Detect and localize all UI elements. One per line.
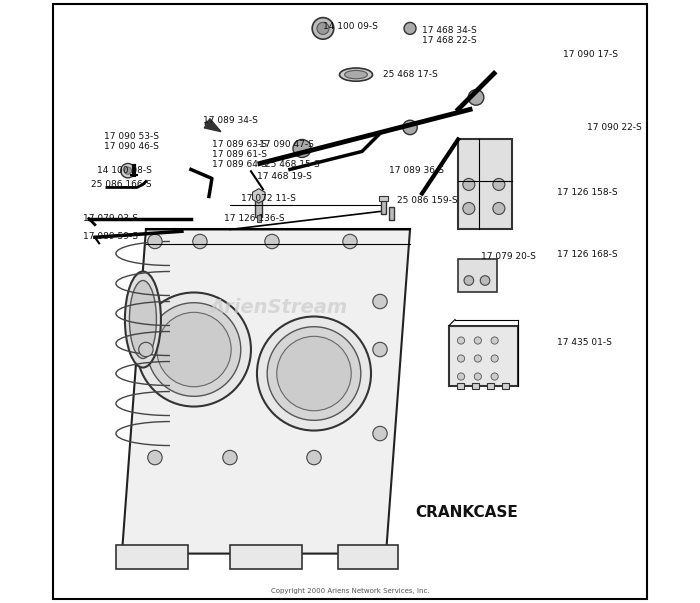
Text: 17 089 61-S: 17 089 61-S [212,150,267,159]
FancyArrow shape [204,119,221,131]
Text: 17 089 63-S: 17 089 63-S [212,140,267,149]
Bar [382,200,386,215]
Text: 25 468 15-S: 25 468 15-S [265,160,319,169]
Bar [379,196,388,201]
Circle shape [493,178,505,191]
Text: 17 079 20-S: 17 079 20-S [481,252,536,261]
Text: 17 072 11-S: 17 072 11-S [241,194,295,203]
Ellipse shape [344,71,368,79]
Text: 17 126 158-S: 17 126 158-S [557,188,617,197]
Circle shape [148,450,162,465]
Circle shape [343,235,357,248]
Text: 17 079 03-S: 17 079 03-S [83,214,138,223]
Circle shape [148,235,162,248]
Circle shape [474,337,482,344]
Circle shape [139,343,153,357]
Circle shape [480,276,490,285]
Text: 17 435 01-S: 17 435 01-S [557,338,612,347]
Text: 17 089 59-S: 17 089 59-S [83,232,138,241]
Bar [487,382,494,388]
Text: 17 090 47-S: 17 090 47-S [259,140,314,149]
Circle shape [491,337,498,344]
Circle shape [493,203,505,215]
Circle shape [463,203,475,215]
Text: 25 468 17-S: 25 468 17-S [383,70,438,79]
Text: 17 089 36-S: 17 089 36-S [389,166,444,175]
Circle shape [317,22,329,34]
Circle shape [137,292,251,406]
Circle shape [457,373,465,380]
Text: 17 126 168-S: 17 126 168-S [557,250,617,259]
Text: 17 090 17-S: 17 090 17-S [563,49,618,58]
Circle shape [491,355,498,362]
Polygon shape [122,230,410,554]
Circle shape [265,235,279,248]
Circle shape [193,235,207,248]
Circle shape [491,373,498,380]
Circle shape [257,317,371,431]
Circle shape [120,163,135,178]
Bar [457,382,464,388]
Circle shape [276,336,351,411]
Text: 14 100 08-S: 14 100 08-S [97,166,152,175]
Bar [116,545,188,569]
Polygon shape [458,139,512,230]
Circle shape [402,120,417,134]
Bar [472,382,479,388]
Ellipse shape [340,68,372,81]
Text: 17 089 64-S: 17 089 64-S [212,160,267,169]
Circle shape [457,355,465,362]
Bar [502,382,509,388]
Text: 17 090 46-S: 17 090 46-S [104,142,159,151]
Bar [449,326,518,385]
Circle shape [293,139,311,157]
Bar [458,259,497,292]
Text: 25 086 159-S: 25 086 159-S [397,196,457,205]
Bar [338,545,398,569]
Circle shape [464,276,474,285]
Text: 17 089 34-S: 17 089 34-S [203,116,258,125]
Circle shape [474,373,482,380]
Circle shape [125,167,132,174]
Bar [389,207,394,221]
Circle shape [373,343,387,357]
Text: 17 468 19-S: 17 468 19-S [257,172,312,181]
Text: 17 090 53-S: 17 090 53-S [104,132,159,141]
Circle shape [463,178,475,191]
Circle shape [474,355,482,362]
Bar [256,198,262,218]
Text: 17 090 22-S: 17 090 22-S [587,123,642,132]
Text: 17 126 136-S: 17 126 136-S [224,214,285,223]
Circle shape [468,90,484,106]
Circle shape [157,312,231,387]
Bar [257,215,260,223]
Text: ArienStream: ArienStream [209,298,347,317]
Circle shape [373,426,387,441]
Text: CRANKCASE: CRANKCASE [415,505,517,520]
Circle shape [307,450,321,465]
Text: Copyright 2000 Ariens Network Services, Inc.: Copyright 2000 Ariens Network Services, … [271,588,429,594]
Circle shape [223,450,237,465]
Ellipse shape [130,280,156,359]
Circle shape [457,337,465,344]
Text: 25 086 166-S: 25 086 166-S [91,180,151,189]
Text: 17 468 34-S: 17 468 34-S [422,26,477,35]
Bar [230,545,302,569]
Text: 17 468 22-S: 17 468 22-S [422,36,477,45]
Text: 14 100 09-S: 14 100 09-S [323,22,378,31]
Circle shape [373,294,387,309]
Circle shape [147,303,241,396]
Circle shape [404,22,416,34]
Circle shape [267,327,360,420]
Circle shape [312,17,334,39]
Ellipse shape [125,271,161,367]
